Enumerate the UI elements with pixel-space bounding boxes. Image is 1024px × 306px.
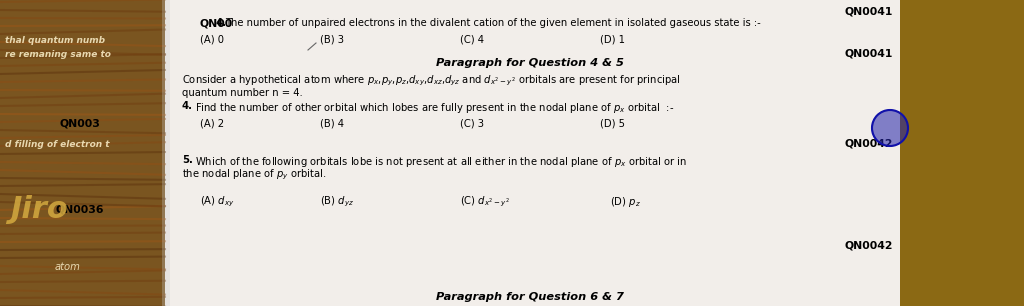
Text: the nodal plane of $p_y$ orbital.: the nodal plane of $p_y$ orbital. — [182, 168, 327, 182]
Text: QN0036: QN0036 — [55, 205, 104, 215]
Text: (D) 5: (D) 5 — [600, 118, 625, 128]
FancyBboxPatch shape — [900, 0, 1024, 306]
Text: Find the number of other orbital which lobes are fully present in the nodal plan: Find the number of other orbital which l… — [195, 101, 674, 115]
Text: (A) 0: (A) 0 — [200, 34, 224, 44]
FancyBboxPatch shape — [0, 0, 165, 306]
Circle shape — [872, 110, 908, 146]
Text: The number of unpaired electrons in the divalent cation of the given element in : The number of unpaired electrons in the … — [225, 18, 761, 28]
Text: Jiro: Jiro — [10, 195, 68, 224]
Text: d filling of electron t: d filling of electron t — [5, 140, 110, 149]
Text: thal quantum numb: thal quantum numb — [5, 36, 105, 45]
Text: (B) $d_{yz}$: (B) $d_{yz}$ — [319, 195, 354, 209]
Text: QN00: QN00 — [200, 18, 233, 28]
Text: QN0041: QN0041 — [845, 48, 893, 58]
Text: Consider a hypothetical atom where $p_x$,$p_y$,$p_z$,$d_{xy}$,$d_{xz}$,$d_{yz}$ : Consider a hypothetical atom where $p_x$… — [182, 74, 681, 88]
Text: Which of the following orbitals lobe is not present at all either in the nodal p: Which of the following orbitals lobe is … — [195, 155, 687, 169]
Text: (B) 3: (B) 3 — [319, 34, 344, 44]
FancyBboxPatch shape — [162, 0, 170, 306]
Text: QN0041: QN0041 — [845, 6, 893, 16]
Text: (A) $d_{xy}$: (A) $d_{xy}$ — [200, 195, 234, 209]
Text: Paragraph for Question 4 & 5: Paragraph for Question 4 & 5 — [436, 58, 624, 68]
Text: (D) $p_z$: (D) $p_z$ — [610, 195, 641, 209]
Text: quantum number n = 4.: quantum number n = 4. — [182, 88, 303, 98]
Text: (D) 1: (D) 1 — [600, 34, 625, 44]
Text: (B) 4: (B) 4 — [319, 118, 344, 128]
FancyBboxPatch shape — [165, 0, 900, 306]
Text: (A) 2: (A) 2 — [200, 118, 224, 128]
Text: QN003: QN003 — [59, 118, 100, 128]
Text: QN0042: QN0042 — [845, 138, 893, 148]
Text: QN0042: QN0042 — [845, 240, 893, 250]
Text: atom: atom — [55, 262, 81, 272]
Text: 4.: 4. — [215, 18, 226, 28]
Text: (C) 3: (C) 3 — [460, 118, 484, 128]
Text: (C) $d_{x^2-y^2}$: (C) $d_{x^2-y^2}$ — [460, 195, 510, 209]
Text: 5.: 5. — [182, 155, 193, 165]
Text: (C) 4: (C) 4 — [460, 34, 484, 44]
Text: Paragraph for Question 6 & 7: Paragraph for Question 6 & 7 — [436, 292, 624, 302]
Text: 4.: 4. — [182, 101, 193, 111]
Text: re remaning same to: re remaning same to — [5, 50, 111, 59]
